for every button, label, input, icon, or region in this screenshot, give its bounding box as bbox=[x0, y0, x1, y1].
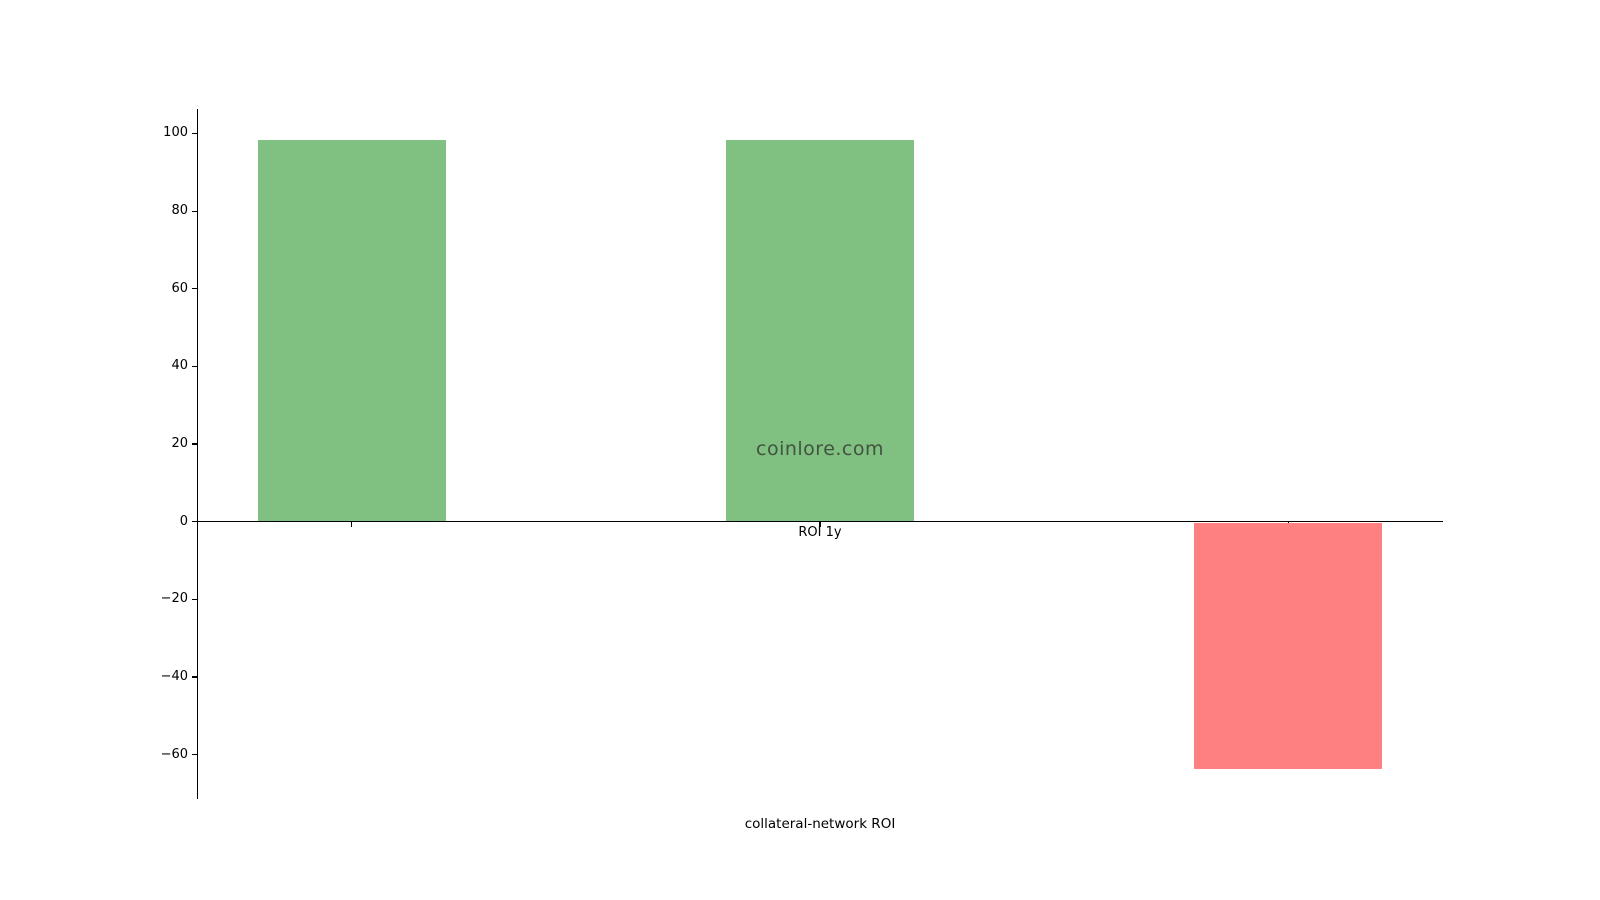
y-tick-label: −40 bbox=[160, 669, 188, 685]
bar-roi-1y bbox=[726, 139, 914, 522]
y-tick-label: 60 bbox=[171, 280, 188, 296]
y-tick-mark bbox=[192, 288, 197, 290]
y-tick-label: −60 bbox=[160, 746, 188, 762]
bar-category-2 bbox=[1194, 522, 1383, 770]
x-tick-mark bbox=[819, 521, 821, 527]
y-tick-mark bbox=[192, 598, 197, 600]
y-tick-mark bbox=[192, 365, 197, 368]
y-tick-label: 100 bbox=[163, 125, 188, 141]
y-tick-mark bbox=[192, 754, 197, 756]
y-tick-mark bbox=[192, 676, 197, 678]
y-tick-mark bbox=[192, 132, 197, 135]
y-tick-label: 80 bbox=[171, 203, 188, 219]
y-tick-mark bbox=[192, 521, 197, 523]
y-tick-label: 0 bbox=[179, 513, 188, 529]
y-tick-label: 40 bbox=[171, 358, 188, 374]
bar-category-0 bbox=[257, 139, 446, 522]
watermark-text: coinlore.com bbox=[756, 438, 884, 460]
y-tick-mark bbox=[192, 210, 197, 212]
x-tick-label: ROI 1y bbox=[798, 524, 842, 540]
x-axis-zero-line bbox=[197, 521, 1443, 523]
y-tick-mark bbox=[192, 443, 197, 445]
x-tick-mark bbox=[350, 521, 353, 527]
chart-title: collateral-network ROI bbox=[744, 816, 896, 832]
y-axis-spine bbox=[197, 109, 199, 799]
y-tick-label: −20 bbox=[160, 591, 188, 607]
y-tick-label: 20 bbox=[171, 436, 188, 452]
